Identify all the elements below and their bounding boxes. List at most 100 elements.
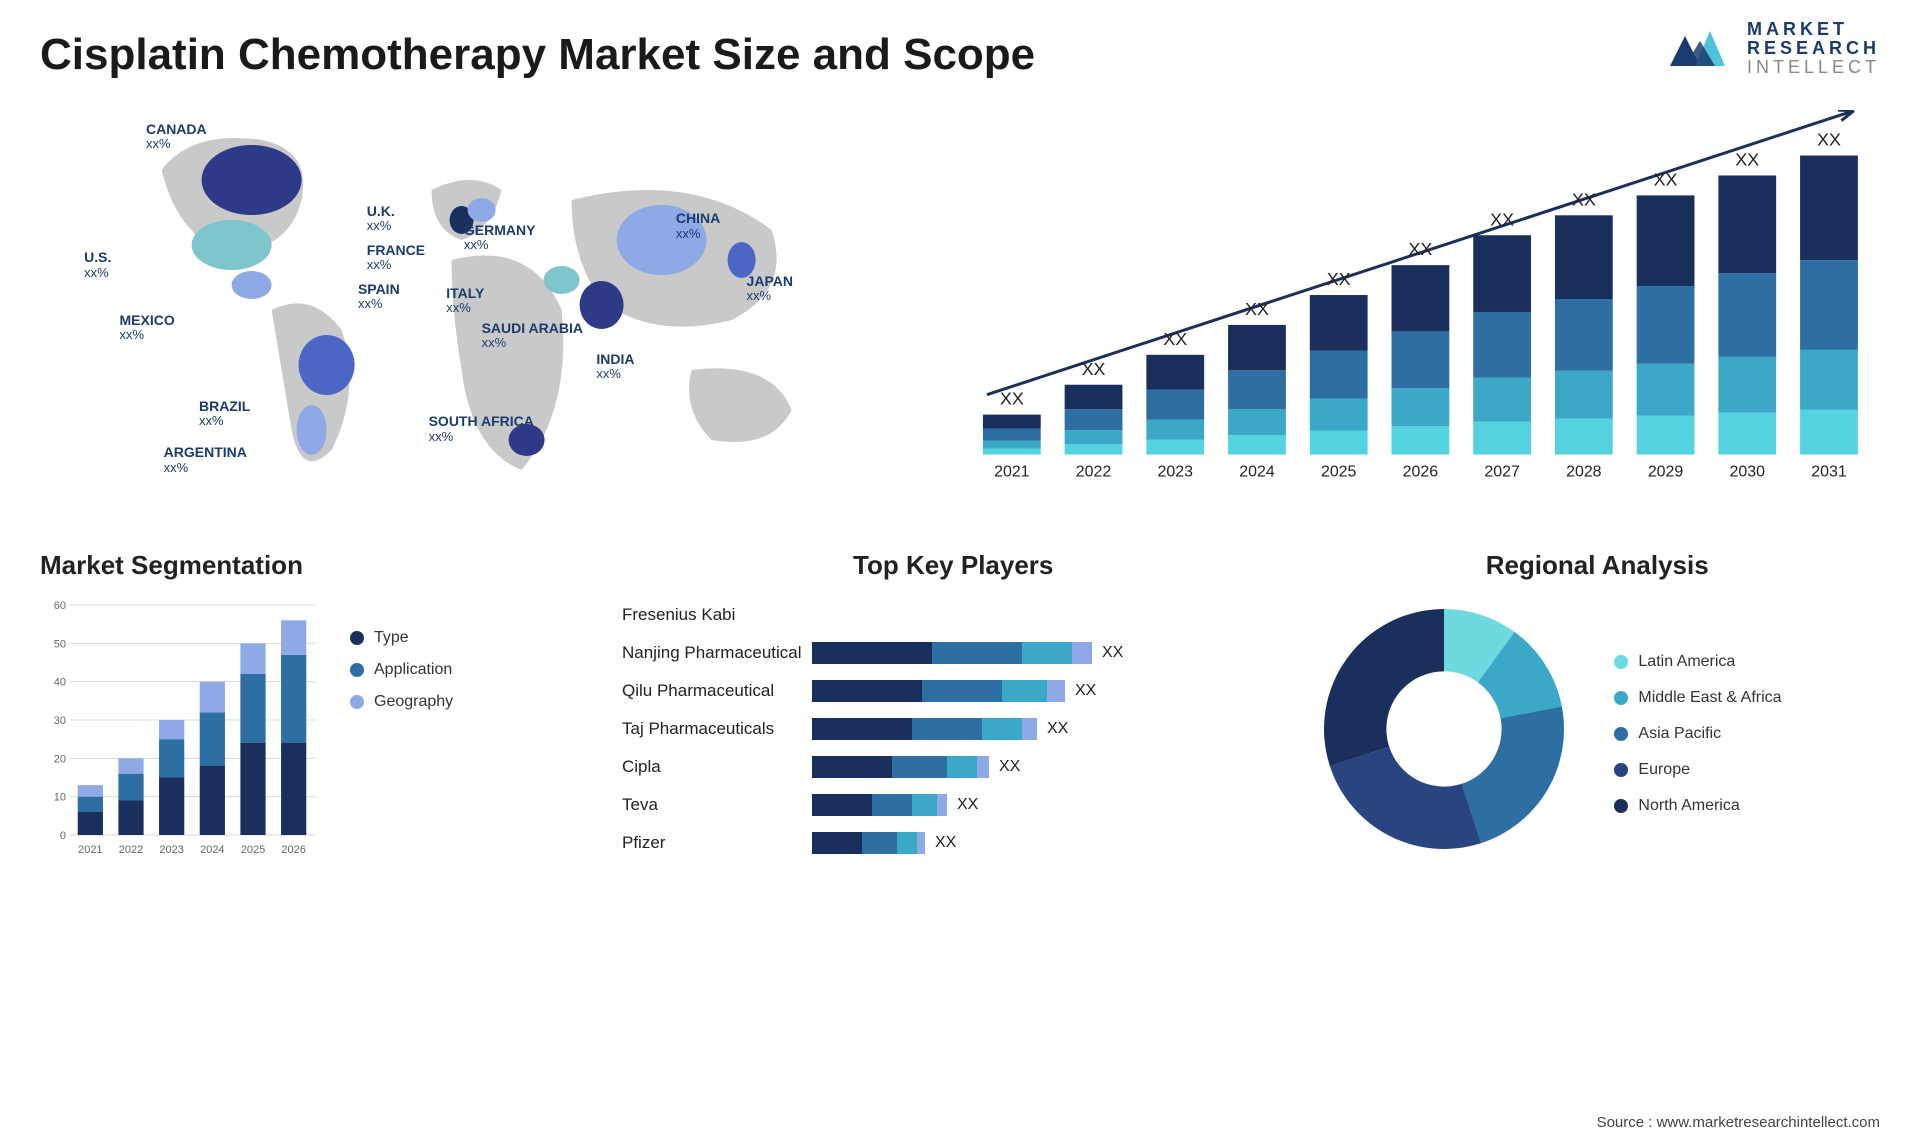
map-label: JAPANxx%: [747, 274, 793, 304]
svg-text:60: 60: [54, 600, 66, 612]
player-value: XX: [999, 758, 1020, 776]
player-row: Teva XX: [622, 789, 1284, 821]
growth-chart: 2021 2022 2023 2024 2025 2026 2027 2028 2029 2030…: [963, 110, 1880, 500]
svg-text:2024: 2024: [200, 844, 224, 856]
svg-text:30: 30: [54, 715, 66, 727]
player-row: Taj Pharmaceuticals XX: [622, 713, 1284, 745]
svg-text:2021: 2021: [994, 463, 1030, 480]
svg-text:XX: XX: [1654, 169, 1678, 189]
player-value: XX: [957, 796, 978, 814]
map-label: SAUDI ARABIAxx%: [482, 321, 583, 351]
svg-text:2023: 2023: [1158, 463, 1194, 480]
page-title: Cisplatin Chemotherapy Market Size and S…: [40, 30, 1035, 80]
legend-item: Middle East & Africa: [1614, 689, 1781, 707]
svg-text:XX: XX: [1409, 239, 1433, 259]
map-label: FRANCExx%: [367, 243, 425, 273]
player-value: XX: [1075, 682, 1096, 700]
map-label: U.S.xx%: [84, 250, 111, 280]
map-label: CANADAxx%: [146, 122, 207, 152]
svg-text:2024: 2024: [1239, 463, 1275, 480]
svg-text:XX: XX: [1572, 189, 1596, 209]
players-list: Fresenius KabiNanjing PharmaceuticalXXQi…: [622, 599, 1284, 859]
logo-line1: MARKET: [1747, 20, 1880, 39]
logo-line2: RESEARCH: [1747, 39, 1880, 58]
svg-text:2029: 2029: [1648, 463, 1684, 480]
source-attribution: Source : www.marketresearchintellect.com: [1597, 1114, 1880, 1131]
growth-chart-panel: 2021 2022 2023 2024 2025 2026 2027 2028 2029 2030…: [963, 110, 1880, 500]
player-name: Pfizer: [622, 833, 812, 853]
legend-item: Europe: [1614, 761, 1781, 779]
segmentation-chart: 0102030405060 202120222023202420252026: [40, 599, 320, 859]
svg-text:2025: 2025: [1321, 463, 1357, 480]
svg-text:2021: 2021: [78, 844, 102, 856]
regional-panel: Regional Analysis Latin America Middle Ea…: [1314, 550, 1880, 859]
svg-text:2023: 2023: [159, 844, 183, 856]
svg-text:XX: XX: [1327, 269, 1351, 289]
legend-item: Latin America: [1614, 653, 1781, 671]
map-label: ARGENTINAxx%: [164, 445, 247, 475]
svg-text:10: 10: [54, 792, 66, 804]
player-row: Cipla XX: [622, 751, 1284, 783]
player-row: Nanjing Pharmaceutical XX: [622, 637, 1284, 669]
player-value: XX: [935, 834, 956, 852]
segmentation-panel: Market Segmentation 0 10 20 30 40 50 60 2021 20…: [40, 550, 592, 859]
player-bar: [812, 718, 1037, 740]
players-title: Top Key Players: [622, 550, 1284, 581]
player-name: Cipla: [622, 757, 812, 777]
svg-text:XX: XX: [1000, 389, 1024, 409]
player-bar: [812, 794, 947, 816]
map-label: SOUTH AFRICAxx%: [429, 414, 534, 444]
legend-item: Geography: [350, 693, 453, 711]
player-name: Nanjing Pharmaceutical: [622, 643, 812, 663]
svg-text:2030: 2030: [1730, 463, 1766, 480]
player-name: Fresenius Kabi: [622, 605, 812, 625]
map-label: SPAINxx%: [358, 282, 400, 312]
svg-text:2031: 2031: [1811, 463, 1847, 480]
svg-text:2022: 2022: [1076, 463, 1112, 480]
brand-logo: MARKET RESEARCH INTELLECT: [1665, 20, 1880, 77]
player-value: XX: [1047, 720, 1068, 738]
player-bar: [812, 832, 925, 854]
svg-text:40: 40: [54, 677, 66, 689]
map-label: ITALYxx%: [446, 286, 484, 316]
svg-text:50: 50: [54, 638, 66, 650]
svg-text:2022: 2022: [119, 844, 143, 856]
player-row: Pfizer XX: [622, 827, 1284, 859]
logo-icon: [1665, 21, 1735, 76]
player-name: Taj Pharmaceuticals: [622, 719, 812, 739]
player-row: Fresenius Kabi: [622, 599, 1284, 631]
svg-text:XX: XX: [1735, 149, 1759, 169]
player-name: Qilu Pharmaceutical: [622, 681, 812, 701]
segmentation-title: Market Segmentation: [40, 550, 592, 581]
world-map-panel: CANADAxx% U.S.xx% MEXICOxx% BRAZILxx% ARGENT…: [40, 110, 923, 500]
regional-legend: Latin AmericaMiddle East & AfricaAsia Pa…: [1614, 653, 1781, 815]
legend-item: North America: [1614, 797, 1781, 815]
regional-donut: [1314, 599, 1574, 859]
map-label: MEXICOxx%: [119, 313, 174, 343]
svg-text:2028: 2028: [1566, 463, 1602, 480]
player-name: Teva: [622, 795, 812, 815]
svg-text:20: 20: [54, 753, 66, 765]
player-bar: [812, 756, 989, 778]
regional-title: Regional Analysis: [1314, 550, 1880, 581]
logo-line3: INTELLECT: [1747, 58, 1880, 77]
player-bar: [812, 680, 1065, 702]
svg-text:XX: XX: [1490, 209, 1514, 229]
player-row: Qilu Pharmaceutical XX: [622, 675, 1284, 707]
svg-text:XX: XX: [1245, 299, 1269, 319]
map-label: GERMANYxx%: [464, 223, 536, 253]
map-label: BRAZILxx%: [199, 399, 250, 429]
map-label: U.K.xx%: [367, 204, 395, 234]
svg-text:0: 0: [60, 830, 66, 842]
svg-text:2025: 2025: [241, 844, 265, 856]
legend-item: Type: [350, 629, 453, 647]
map-label: CHINAxx%: [676, 211, 720, 241]
players-panel: Top Key Players Fresenius Kabi Nanjing Ph…: [622, 550, 1284, 859]
player-value: XX: [1102, 644, 1123, 662]
segmentation-legend: TypeApplicationGeography: [350, 629, 453, 859]
svg-text:2027: 2027: [1485, 463, 1521, 480]
svg-text:2026: 2026: [1403, 463, 1439, 480]
svg-text:XX: XX: [1082, 359, 1106, 379]
svg-text:XX: XX: [1817, 130, 1841, 150]
svg-text:XX: XX: [1163, 329, 1187, 349]
